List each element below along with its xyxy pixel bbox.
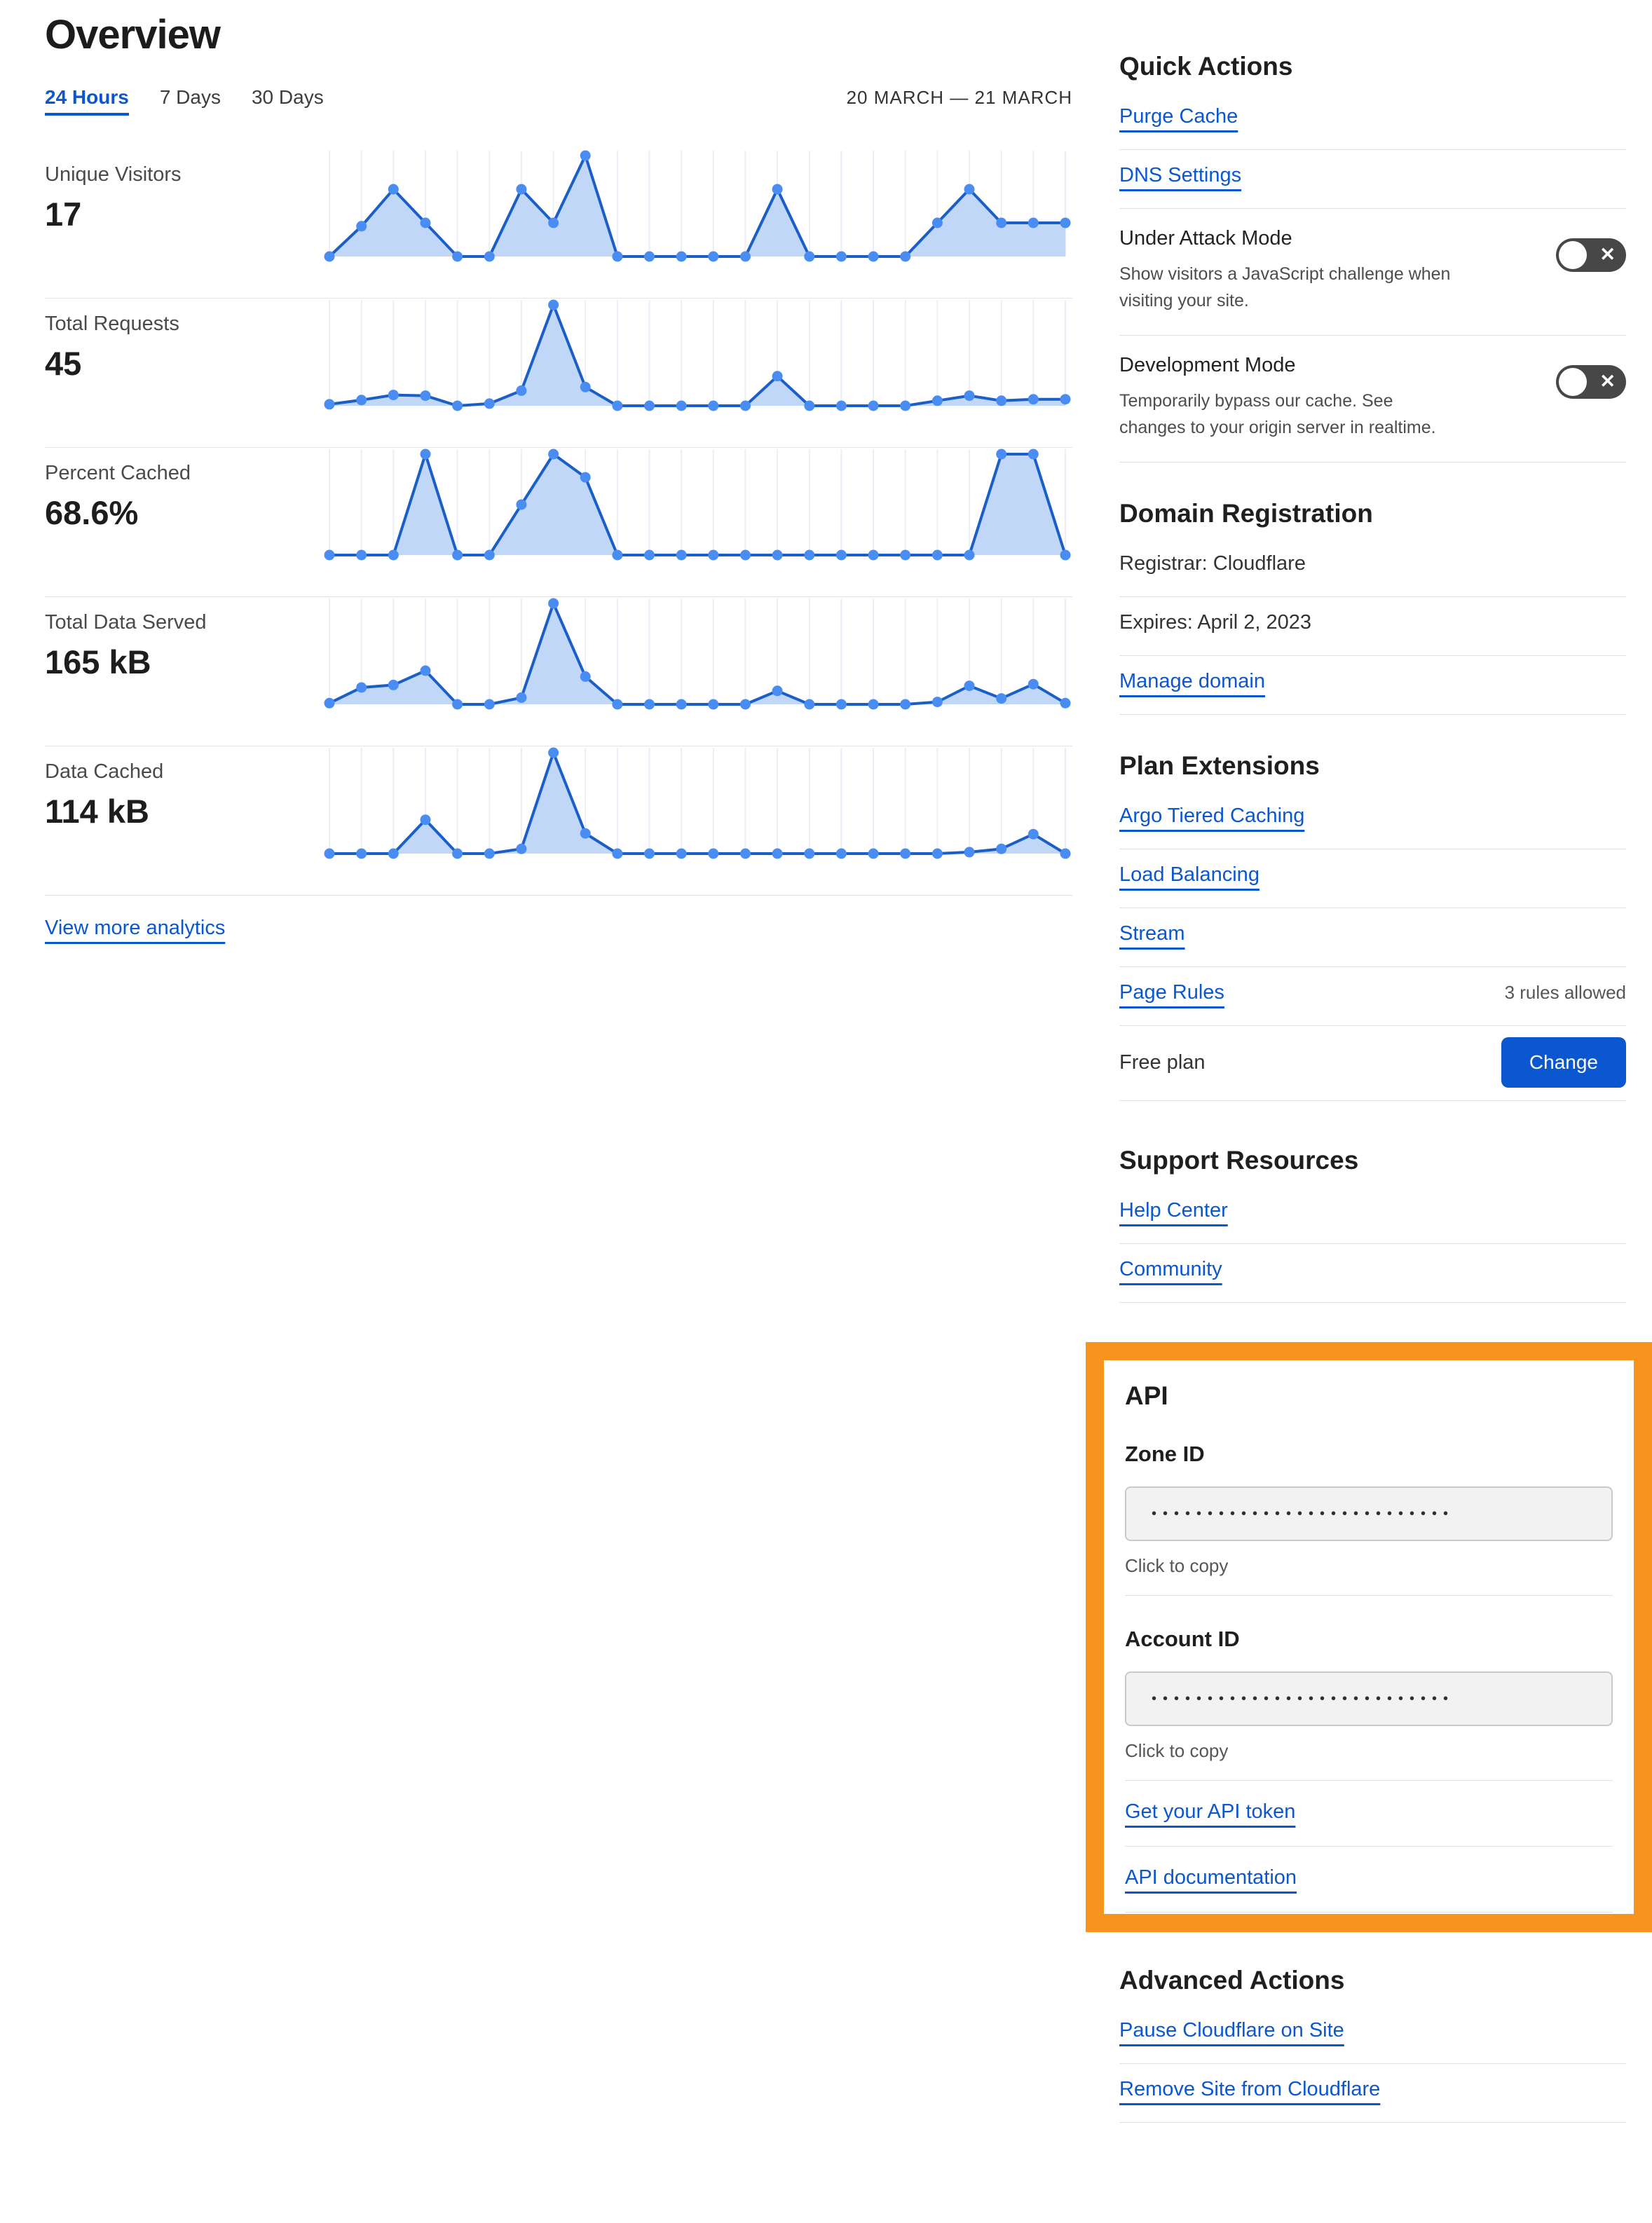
change-plan-button[interactable]: Change xyxy=(1501,1037,1626,1088)
registrar-row: Registrar: Cloudflare xyxy=(1119,538,1626,597)
analytics-metrics: Unique Visitors 17 Total Requests 45 Per… xyxy=(45,149,1072,896)
under-attack-mode-toggle[interactable]: ✕ xyxy=(1556,238,1626,272)
dns-settings-link[interactable]: DNS Settings xyxy=(1119,164,1242,186)
support-resources-section: Support Resources Help Center Community xyxy=(1119,1146,1626,1303)
api-token-row: Get your API token xyxy=(1125,1781,1613,1847)
load-balancing-link[interactable]: Load Balancing xyxy=(1119,863,1260,886)
community-row: Community xyxy=(1119,1244,1626,1303)
under-attack-mode-description: Show visitors a JavaScript challenge whe… xyxy=(1119,264,1451,310)
api-docs-row: API documentation xyxy=(1125,1847,1613,1913)
argo-tiered-caching-row: Argo Tiered Caching xyxy=(1119,791,1626,849)
remove-site-link[interactable]: Remove Site from Cloudflare xyxy=(1119,2078,1381,2100)
metric-row-data-cached: Data Cached 114 kB xyxy=(45,746,1072,896)
metric-label: Total Data Served xyxy=(45,611,207,634)
toggle-off-x-icon: ✕ xyxy=(1599,243,1616,265)
zone-id-copy-hint: Click to copy xyxy=(1125,1555,1613,1596)
account-id-field[interactable]: ••••••••••••••••••••••••••• xyxy=(1125,1671,1613,1726)
support-resources-title: Support Resources xyxy=(1119,1146,1359,1175)
pause-cloudflare-link[interactable]: Pause Cloudflare on Site xyxy=(1119,2019,1344,2041)
main-content: Overview 24 Hours 7 Days 30 Days 20 MARC… xyxy=(45,0,1072,940)
community-link[interactable]: Community xyxy=(1119,1258,1222,1280)
metric-value: 17 xyxy=(45,196,82,233)
date-range-label: 20 MARCH — 21 MARCH xyxy=(846,87,1072,108)
tab-24-hours[interactable]: 24 Hours xyxy=(45,86,129,116)
plan-extensions-title: Plan Extensions xyxy=(1119,751,1320,780)
metric-row-total-requests: Total Requests 45 xyxy=(45,299,1072,448)
account-id-label: Account ID xyxy=(1125,1627,1240,1651)
stream-link[interactable]: Stream xyxy=(1119,922,1185,945)
development-mode-row: Development Mode Temporarily bypass our … xyxy=(1119,336,1626,463)
metric-label: Percent Cached xyxy=(45,462,191,484)
tab-30-days[interactable]: 30 Days xyxy=(251,86,324,108)
metric-row-percent-cached: Percent Cached 68.6% xyxy=(45,448,1072,597)
toggle-off-x-icon: ✕ xyxy=(1599,370,1616,392)
development-mode-description: Temporarily bypass our cache. See change… xyxy=(1119,391,1436,437)
sparkline-chart-unique-visitors xyxy=(324,150,1071,262)
remove-site-row: Remove Site from Cloudflare xyxy=(1119,2064,1626,2123)
advanced-actions-section: Advanced Actions Pause Cloudflare on Sit… xyxy=(1119,1966,1626,2123)
page-title: Overview xyxy=(45,12,221,57)
metric-value: 68.6% xyxy=(45,494,139,531)
load-balancing-row: Load Balancing xyxy=(1119,849,1626,908)
manage-domain-link[interactable]: Manage domain xyxy=(1119,670,1265,692)
zone-id-label: Zone ID xyxy=(1125,1442,1205,1466)
metric-label: Unique Visitors xyxy=(45,163,182,186)
development-mode-toggle[interactable]: ✕ xyxy=(1556,365,1626,399)
manage-domain-row: Manage domain xyxy=(1119,656,1626,715)
toggle-knob xyxy=(1559,241,1587,269)
metric-row-unique-visitors: Unique Visitors 17 xyxy=(45,149,1072,299)
account-id-copy-hint: Click to copy xyxy=(1125,1740,1613,1781)
metric-row-total-data-served: Total Data Served 165 kB xyxy=(45,597,1072,746)
dns-settings-row: DNS Settings xyxy=(1119,150,1626,209)
metric-label: Total Requests xyxy=(45,313,179,335)
purge-cache-link[interactable]: Purge Cache xyxy=(1119,105,1238,128)
api-section-highlighted: API Zone ID ••••••••••••••••••••••••••• … xyxy=(1086,1342,1652,1932)
plan-extensions-section: Plan Extensions Argo Tiered Caching Load… xyxy=(1119,751,1626,1101)
plan-row: Free plan Change xyxy=(1119,1026,1626,1101)
page-rules-allowance: 3 rules allowed xyxy=(1504,982,1626,1003)
metric-value: 165 kB xyxy=(45,643,151,680)
sidebar: Quick Actions Purge Cache DNS Settings U… xyxy=(1086,0,1652,2123)
page-rules-row: Page Rules 3 rules allowed xyxy=(1119,967,1626,1026)
metric-value: 114 kB xyxy=(45,793,149,830)
metric-value: 45 xyxy=(45,345,82,382)
pause-cloudflare-row: Pause Cloudflare on Site xyxy=(1119,2005,1626,2064)
tab-7-days[interactable]: 7 Days xyxy=(159,86,221,108)
zone-id-field[interactable]: ••••••••••••••••••••••••••• xyxy=(1125,1486,1613,1541)
api-title: API xyxy=(1125,1381,1168,1410)
argo-tiered-caching-link[interactable]: Argo Tiered Caching xyxy=(1119,805,1305,827)
help-center-row: Help Center xyxy=(1119,1185,1626,1244)
help-center-link[interactable]: Help Center xyxy=(1119,1199,1228,1222)
development-mode-label: Development Mode xyxy=(1119,354,1296,376)
domain-registration-title: Domain Registration xyxy=(1119,499,1373,528)
stream-row: Stream xyxy=(1119,908,1626,967)
purge-cache-row: Purge Cache xyxy=(1119,91,1626,150)
view-more-analytics-link[interactable]: View more analytics xyxy=(45,917,226,939)
plan-name-label: Free plan xyxy=(1119,1051,1206,1074)
under-attack-mode-label: Under Attack Mode xyxy=(1119,227,1292,249)
toggle-knob xyxy=(1559,368,1587,396)
time-range-tabs: 24 Hours 7 Days 30 Days 20 MARCH — 21 MA… xyxy=(45,86,1072,116)
sparkline-chart-percent-cached xyxy=(324,449,1071,561)
domain-registration-section: Domain Registration Registrar: Cloudflar… xyxy=(1119,499,1626,715)
under-attack-mode-row: Under Attack Mode Show visitors a JavaSc… xyxy=(1119,209,1626,336)
page-rules-link[interactable]: Page Rules xyxy=(1119,981,1224,1004)
api-documentation-link[interactable]: API documentation xyxy=(1125,1866,1297,1889)
expires-row: Expires: April 2, 2023 xyxy=(1119,597,1626,656)
quick-actions-title: Quick Actions xyxy=(1119,52,1293,81)
get-api-token-link[interactable]: Get your API token xyxy=(1125,1800,1296,1823)
advanced-actions-title: Advanced Actions xyxy=(1119,1966,1345,1995)
sparkline-chart-total-requests xyxy=(324,299,1071,411)
metric-label: Data Cached xyxy=(45,760,164,783)
sparkline-chart-data-cached xyxy=(324,747,1071,859)
sparkline-chart-total-data-served xyxy=(324,598,1071,710)
